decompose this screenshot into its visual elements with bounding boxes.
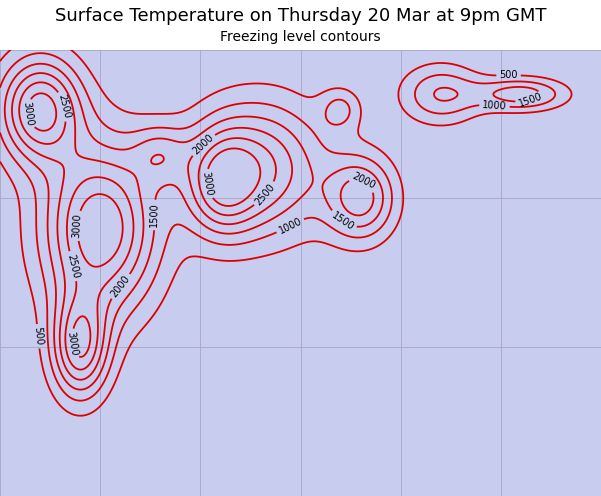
Text: 3000: 3000 (200, 171, 214, 197)
Text: 1000: 1000 (482, 100, 507, 111)
Text: 1500: 1500 (150, 202, 160, 228)
Text: 500: 500 (32, 326, 44, 346)
Text: 2500: 2500 (56, 93, 72, 120)
Text: 1500: 1500 (517, 92, 544, 109)
Text: 2000: 2000 (191, 132, 215, 157)
Text: 2000: 2000 (109, 273, 132, 299)
Text: 2500: 2500 (254, 182, 277, 207)
Text: 2500: 2500 (66, 253, 81, 279)
Text: 3000: 3000 (66, 331, 79, 357)
Text: Surface Temperature on Thursday 20 Mar at 9pm GMT: Surface Temperature on Thursday 20 Mar a… (55, 7, 546, 25)
Text: 1500: 1500 (329, 210, 356, 232)
Text: 3000: 3000 (21, 101, 34, 126)
Text: 1000: 1000 (277, 216, 304, 236)
Text: Freezing level contours: Freezing level contours (220, 30, 381, 44)
Text: 2000: 2000 (350, 171, 377, 191)
Text: 3000: 3000 (72, 213, 84, 238)
Text: 500: 500 (499, 70, 518, 80)
